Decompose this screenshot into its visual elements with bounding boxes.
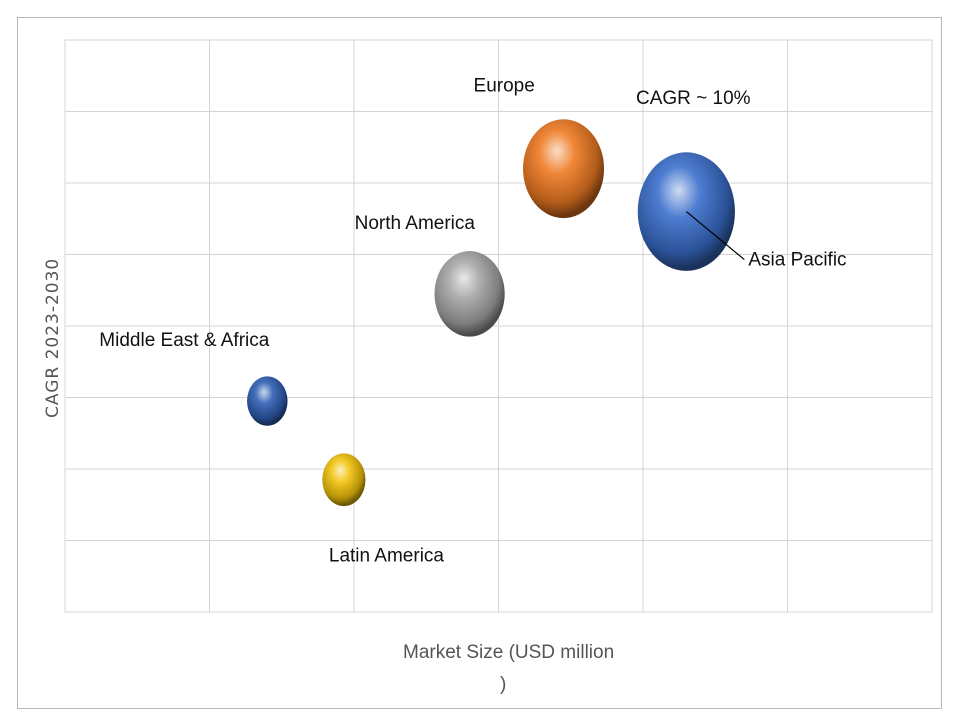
bubbles	[247, 119, 735, 507]
bubble-label: North America	[355, 213, 476, 234]
chart-frame	[17, 17, 942, 709]
bubble-middle-east-africa	[247, 376, 288, 426]
bubble-label: Asia Pacific	[748, 250, 846, 271]
bubble-label: Latin America	[329, 546, 445, 567]
bubble-north-america	[434, 251, 505, 337]
asia-pacific-leader-line	[685, 211, 745, 261]
y-axis-label: CAGR 2023-2030	[43, 258, 63, 418]
cagr-annotation: CAGR ~ 10%	[636, 88, 751, 109]
x-axis-label-continued: )	[500, 674, 506, 695]
x-axis-label: Market Size (USD million	[403, 642, 614, 663]
bubble-label: Europe	[474, 76, 535, 97]
grid	[64, 39, 933, 613]
bubble-labels: Middle East & Africa Latin America North A…	[99, 76, 846, 567]
bubble-europe	[523, 119, 605, 219]
bubble-label: Middle East & Africa	[99, 330, 269, 351]
bubble-latin-america	[322, 453, 366, 507]
